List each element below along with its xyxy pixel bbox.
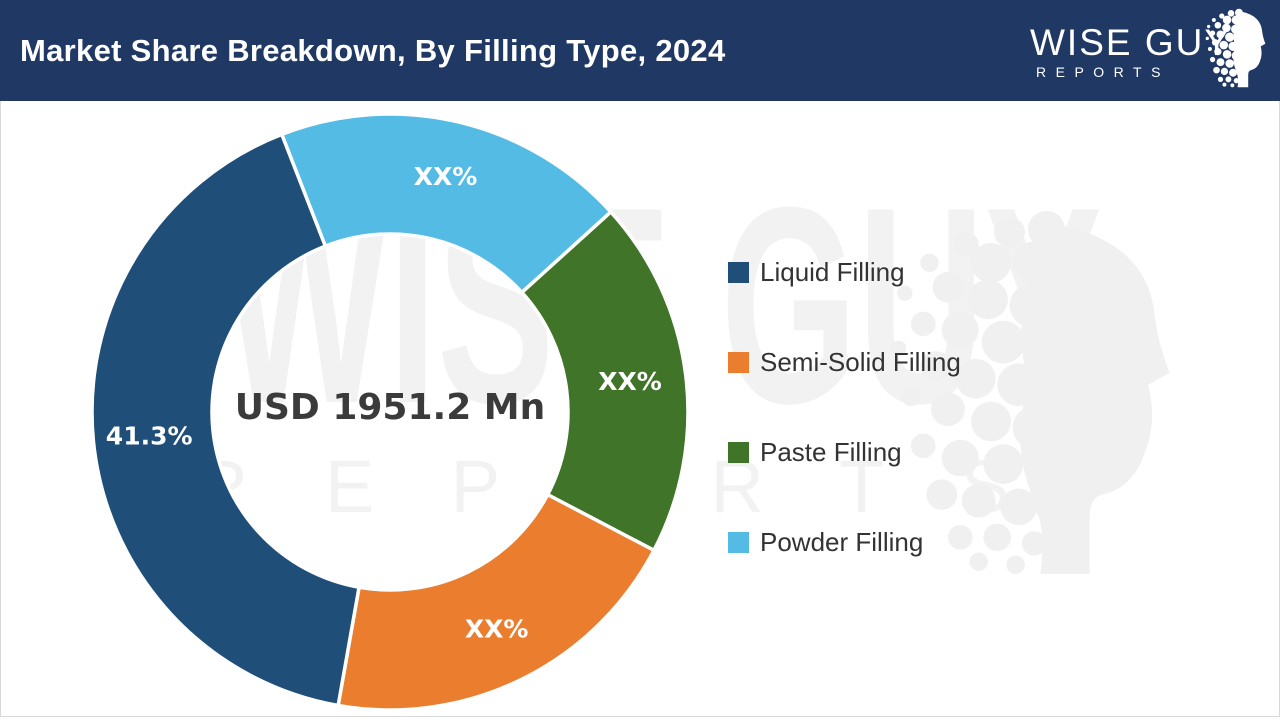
legend: Liquid Filling Semi-Solid Filling Paste Fi… bbox=[728, 257, 961, 619]
wiseguy-head-icon bbox=[1205, 8, 1266, 88]
slice-liquid-filling bbox=[90, 132, 361, 708]
legend-item-liquid-filling: Liquid Filling bbox=[728, 257, 961, 287]
legend-label: Powder Filling bbox=[760, 527, 924, 557]
slice-powder-filling bbox=[280, 112, 613, 295]
legend-item-semi-solid-filling: Semi-Solid Filling bbox=[728, 347, 961, 377]
page-title: Market Share Breakdown, By Filling Type,… bbox=[20, 32, 726, 68]
legend-swatch-liquid-filling bbox=[728, 262, 749, 283]
slice-semi-solid-filling bbox=[336, 492, 656, 712]
legend-label: Paste Filling bbox=[760, 437, 902, 467]
legend-swatch-semi-solid-filling bbox=[728, 352, 749, 373]
legend-swatch-paste-filling bbox=[728, 442, 749, 463]
logo-subtext: REPORTS bbox=[1036, 64, 1170, 80]
legend-swatch-powder-filling bbox=[728, 532, 749, 553]
center-value-label: USD 1951.2 Mn bbox=[234, 387, 546, 428]
slice-value-label-liquid-filling: 41.3% bbox=[106, 421, 193, 450]
legend-label: Liquid Filling bbox=[760, 257, 905, 287]
donut-chart: XX% XX% XX% 41.3% bbox=[90, 112, 690, 712]
legend-label: Semi-Solid Filling bbox=[760, 347, 961, 377]
slice-paste-filling bbox=[520, 210, 690, 553]
logo-wordmark: WISE GUY bbox=[1030, 22, 1232, 63]
legend-item-paste-filling: Paste Filling bbox=[728, 437, 961, 467]
slice-value-label-semi-solid-filling: XX% bbox=[465, 615, 529, 644]
slice-value-label-powder-filling: XX% bbox=[414, 162, 478, 191]
brand-logo: WISE GUY REPORTS bbox=[1006, 8, 1268, 94]
header-bar: Market Share Breakdown, By Filling Type,… bbox=[0, 0, 1280, 101]
slice-value-label-paste-filling: XX% bbox=[598, 367, 662, 396]
legend-item-powder-filling: Powder Filling bbox=[728, 527, 961, 557]
